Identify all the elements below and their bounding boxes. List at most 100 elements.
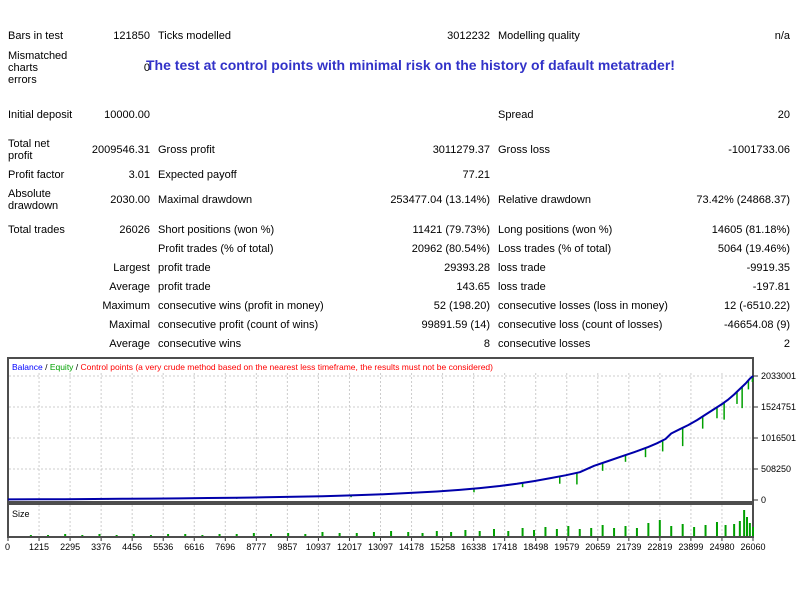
size-bar — [218, 534, 221, 536]
size-bar — [287, 533, 290, 536]
size-bar — [693, 527, 696, 536]
report-cell-value: -197.81 — [752, 280, 790, 293]
x-axis-label: 9857 — [277, 542, 297, 552]
report-cell-label: profit trade — [158, 261, 211, 274]
report-cell-value — [88, 239, 150, 258]
report-cell-value — [648, 166, 800, 184]
report-cell-label: Initial deposit — [8, 109, 73, 121]
report-cell-value: 11421 (79.73%) — [412, 223, 490, 236]
report-cell-label: Long positions (won %) — [498, 223, 613, 236]
y-axis-label: 1016501 — [761, 433, 796, 443]
report-cell-value: 10000.00 — [104, 109, 150, 121]
size-bar — [635, 528, 638, 536]
report-row: Maximum consecutive wins (profit in money… — [0, 296, 800, 315]
report-cell-label: Profit factor — [8, 169, 65, 181]
x-axis-label: 13097 — [368, 542, 393, 552]
x-axis-label: 20659 — [585, 542, 610, 552]
x-axis-label: 0 — [5, 542, 10, 552]
report-cell-value: 3011279.37 — [432, 144, 490, 156]
report-cell-value: 5064 (19.46%) — [717, 242, 790, 255]
x-axis-label: 10937 — [306, 542, 331, 552]
report-cell-label: Absolute drawdown — [8, 188, 59, 212]
x-axis-label: 23899 — [678, 542, 703, 552]
report-row: Initial deposit 10000.00 Spread 20 — [0, 100, 800, 130]
x-axis-label: 4456 — [122, 542, 142, 552]
report-cell-label: Gross loss — [498, 144, 550, 156]
report-cell-value: Maximal — [109, 318, 150, 331]
size-bar — [132, 534, 135, 536]
size-bar — [98, 534, 101, 536]
report-row: Total trades 26026 Short positions (won %)… — [0, 220, 800, 239]
size-bar — [372, 532, 375, 536]
report-cell-value: 121850 — [113, 30, 150, 42]
size-bar — [201, 535, 204, 536]
size-bar — [149, 535, 152, 536]
y-axis-label: 2033001 — [761, 371, 796, 381]
x-axis-label: 1215 — [29, 542, 49, 552]
size-bar — [507, 531, 510, 536]
size-bar — [752, 527, 754, 536]
report-cell-label — [0, 277, 88, 296]
size-bar — [647, 523, 650, 536]
report-cell-value: 3.01 — [128, 169, 150, 181]
size-bar — [743, 510, 746, 536]
size-bar — [478, 531, 481, 536]
x-axis-label: 18498 — [523, 542, 548, 552]
report-row: Largest profit trade 29393.28 loss trade -99… — [0, 258, 800, 277]
report-cell-value: 2 — [783, 337, 790, 350]
report-cell-value: 73.42% (24868.37) — [696, 194, 790, 206]
report-cell-value: Maximum — [102, 299, 150, 312]
report-row: Total net profit 2009546.31 Gross profit 30… — [0, 134, 800, 166]
report-cell-label: Bars in test — [8, 30, 64, 42]
size-bar — [745, 517, 748, 536]
x-axis-label: 3376 — [91, 542, 111, 552]
report-cell-value: 2030.00 — [110, 194, 150, 206]
report-cell-value — [308, 100, 490, 130]
size-bar — [47, 535, 50, 536]
report-cell-label: Profit trades (% of total) — [158, 242, 274, 255]
x-axis-label: 24980 — [709, 542, 734, 552]
report-cell-label: Modelling quality — [498, 30, 580, 42]
report-cell-value: 20962 (80.54%) — [411, 242, 490, 255]
size-bar — [578, 529, 581, 536]
report-cell-label: Expected payoff — [158, 169, 237, 181]
report-cell-label — [0, 296, 88, 315]
report-cell-label: consecutive profit (count of wins) — [158, 318, 319, 331]
report-row: Average consecutive wins 8 consecutive loss… — [0, 334, 800, 353]
size-bar — [421, 533, 424, 536]
report-cell-label: Spread — [498, 109, 534, 121]
report-row: Profit factor 3.01 Expected payoff 77.21 — [0, 166, 800, 184]
report-cell-label: Loss trades (% of total) — [498, 242, 612, 255]
size-bar — [738, 521, 741, 536]
report-cell-value: -46654.08 (9) — [723, 318, 790, 331]
report-cell-value: 20 — [777, 109, 790, 121]
x-axis-label: 5536 — [153, 542, 173, 552]
report-cell-value: 2009546.31 — [91, 144, 150, 156]
x-axis-label: 21739 — [616, 542, 641, 552]
report-cell-label: Gross profit — [158, 144, 215, 156]
size-bar — [492, 529, 495, 536]
graph-legend: Balance / Equity / Control points (a ver… — [12, 362, 493, 372]
size-bar — [670, 526, 673, 536]
report-cell-label: consecutive wins — [158, 337, 242, 350]
report-cell-label — [0, 258, 88, 277]
report-row: Bars in test 121850 Ticks modelled 3012232 M… — [0, 27, 800, 45]
y-axis-label: 508250 — [761, 464, 791, 474]
report-cell-label: Relative drawdown — [498, 194, 591, 206]
x-axis-label: 19579 — [554, 542, 579, 552]
size-bar — [521, 528, 524, 536]
size-bar — [681, 524, 684, 536]
report-row: Profit trades (% of total) 20962 (80.54%)… — [0, 239, 800, 258]
size-bar — [270, 534, 273, 536]
report-cell-label: Total trades — [8, 223, 65, 236]
report-cell-label — [150, 100, 308, 130]
y-axis-label: 0 — [761, 495, 766, 505]
size-bar — [601, 525, 604, 536]
report-cell-value: 12 (-6510.22) — [723, 299, 790, 312]
size-bar — [555, 529, 558, 536]
size-bar — [235, 534, 238, 536]
report-cell-value: 29393.28 — [444, 261, 490, 274]
x-axis-label: 16338 — [461, 542, 486, 552]
size-bar — [715, 522, 718, 536]
report-cell-value: 77.21 — [462, 169, 490, 181]
